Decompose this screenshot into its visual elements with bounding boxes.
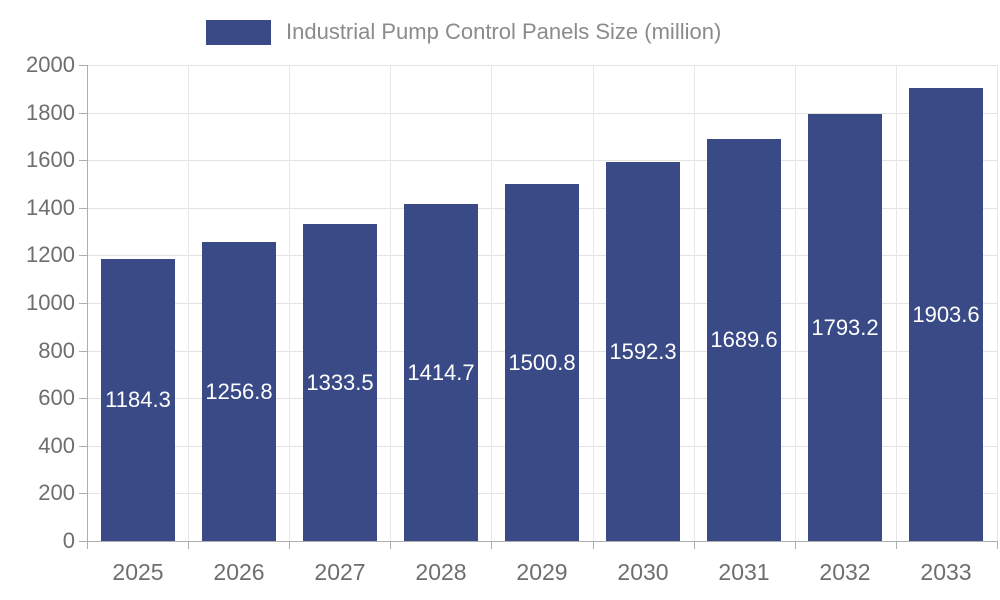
- x-axis-line: [87, 541, 998, 542]
- x-axis-tick: [87, 541, 88, 549]
- x-axis-tick-label: 2030: [617, 559, 669, 585]
- y-axis-tick: [79, 160, 87, 161]
- legend-swatch: [206, 19, 271, 45]
- y-axis-tick-label: 200: [38, 480, 75, 505]
- x-axis-tick: [795, 541, 796, 549]
- x-axis-tick-label: 2032: [819, 559, 871, 585]
- gridline: [997, 65, 998, 541]
- y-axis-tick: [79, 541, 87, 542]
- x-axis-tick: [694, 541, 695, 549]
- bar-2032[interactable]: [808, 114, 882, 541]
- x-axis-tick: [997, 541, 998, 549]
- gridline: [390, 65, 391, 541]
- y-axis-tick: [79, 446, 87, 447]
- y-axis-tick-label: 2000: [26, 52, 75, 77]
- y-axis-tick-label: 1600: [26, 147, 75, 172]
- bar-2025[interactable]: [101, 259, 175, 541]
- y-axis-tick: [79, 493, 87, 494]
- y-axis-tick: [79, 398, 87, 399]
- x-axis-tick-label: 2026: [213, 559, 265, 585]
- y-axis-tick-label: 1800: [26, 100, 75, 125]
- legend[interactable]: Industrial Pump Control Panels Size (mil…: [206, 19, 721, 45]
- gridline: [896, 65, 897, 541]
- bar-value-label: 1903.6: [912, 302, 980, 327]
- bar-2030[interactable]: [606, 162, 680, 541]
- x-axis-tick-label: 2025: [112, 559, 164, 585]
- x-axis-tick: [390, 541, 391, 549]
- gridline: [694, 65, 695, 541]
- y-axis-tick-label: 1400: [26, 195, 75, 220]
- bar-2028[interactable]: [404, 204, 478, 541]
- bar-2033[interactable]: [909, 88, 983, 541]
- bar-value-label: 1333.5: [306, 370, 374, 395]
- y-axis-line: [87, 65, 88, 541]
- gridline: [491, 65, 492, 541]
- x-axis-tick-label: 2029: [516, 559, 568, 585]
- bar-value-label: 1256.8: [205, 379, 273, 404]
- y-axis-tick-label: 800: [38, 338, 75, 363]
- legend-label: Industrial Pump Control Panels Size (mil…: [286, 19, 722, 44]
- bar-value-label: 1793.2: [811, 315, 879, 340]
- gridline: [87, 113, 997, 114]
- gridline: [795, 65, 796, 541]
- x-axis-tick-label: 2033: [920, 559, 972, 585]
- gridline: [289, 65, 290, 541]
- x-axis-tick: [491, 541, 492, 549]
- y-axis-tick-label: 600: [38, 385, 75, 410]
- bar-value-label: 1184.3: [105, 387, 171, 412]
- bar-value-label: 1414.7: [407, 360, 475, 385]
- x-axis-tick-label: 2031: [718, 559, 770, 585]
- y-axis-tick-label: 1200: [26, 242, 75, 267]
- bar-2026[interactable]: [202, 242, 276, 541]
- y-axis-tick: [79, 208, 87, 209]
- gridline: [593, 65, 594, 541]
- y-axis-tick: [79, 351, 87, 352]
- y-axis-tick: [79, 65, 87, 66]
- bar-value-label: 1500.8: [508, 350, 576, 375]
- bar-2027[interactable]: [303, 224, 377, 541]
- x-axis-tick: [289, 541, 290, 549]
- x-axis-tick-label: 2027: [314, 559, 366, 585]
- bar-2029[interactable]: [505, 184, 579, 541]
- x-axis-tick-label: 2028: [415, 559, 467, 585]
- x-axis-tick: [188, 541, 189, 549]
- gridline: [87, 160, 997, 161]
- gridline: [188, 65, 189, 541]
- y-axis-tick: [79, 113, 87, 114]
- bar-value-label: 1689.6: [710, 327, 778, 352]
- y-axis-tick-label: 0: [62, 528, 75, 553]
- bar-value-label: 1592.3: [609, 339, 677, 364]
- y-axis-tick: [79, 255, 87, 256]
- y-axis-tick: [79, 303, 87, 304]
- gridline: [87, 65, 997, 66]
- x-axis-tick: [896, 541, 897, 549]
- y-axis-tick-label: 1000: [26, 290, 75, 315]
- x-axis-tick: [593, 541, 594, 549]
- y-axis-tick-label: 400: [38, 433, 75, 458]
- bar-2031[interactable]: [707, 139, 781, 541]
